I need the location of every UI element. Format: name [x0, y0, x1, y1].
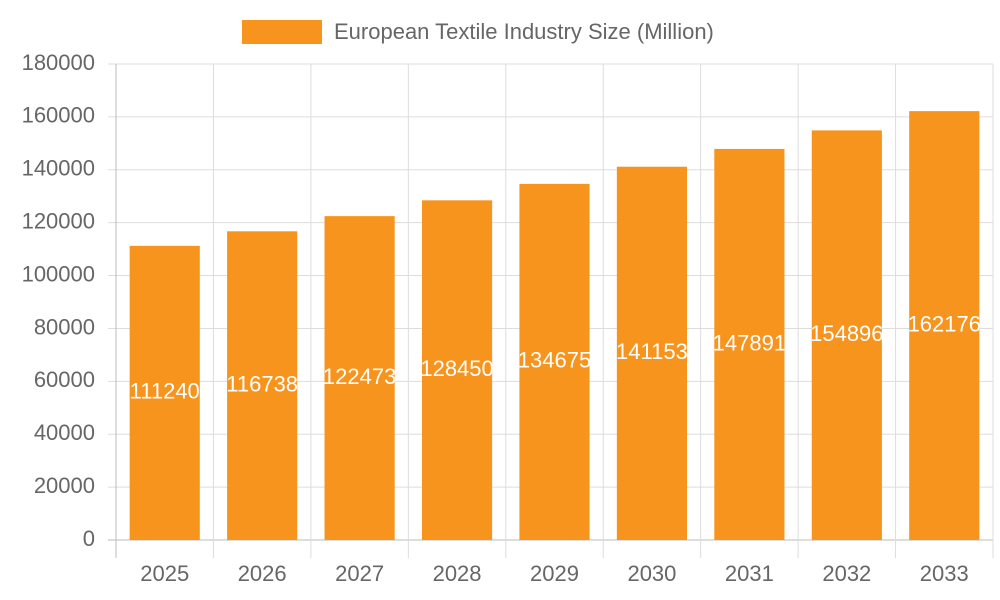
data-label: 122473 — [323, 364, 396, 389]
bar — [227, 231, 298, 540]
x-tick-label: 2025 — [140, 561, 189, 586]
bar — [714, 148, 785, 540]
data-label: 141153 — [616, 339, 688, 364]
bar — [616, 166, 688, 540]
x-tick-label: 2030 — [627, 561, 676, 586]
data-label: 147891 — [713, 330, 786, 355]
y-tick-label: 20000 — [34, 473, 95, 498]
y-tick-label: 100000 — [22, 261, 95, 286]
x-tick-label: 2031 — [725, 561, 774, 586]
y-tick-label: 120000 — [22, 208, 95, 233]
bar — [421, 200, 493, 540]
data-label: 111240 — [130, 379, 200, 404]
x-tick-label: 2029 — [530, 561, 579, 586]
bar — [909, 111, 980, 540]
bar — [519, 183, 590, 541]
x-tick-label: 2032 — [822, 561, 871, 586]
y-tick-label: 80000 — [34, 314, 95, 339]
y-tick-label: 60000 — [34, 367, 95, 392]
x-tick-label: 2028 — [433, 561, 482, 586]
x-tick-label: 2027 — [335, 561, 384, 586]
legend-label: European Textile Industry Size (Million) — [334, 19, 714, 44]
y-tick-label: 40000 — [34, 420, 95, 445]
x-tick-label: 2026 — [238, 561, 287, 586]
y-tick-label: 0 — [83, 526, 95, 551]
bar — [129, 245, 200, 540]
data-label: 128450 — [420, 356, 493, 381]
y-tick-label: 180000 — [22, 50, 95, 75]
legend-swatch — [242, 20, 322, 44]
y-tick-label: 160000 — [22, 103, 95, 128]
data-label: 116738 — [226, 371, 298, 396]
data-label: 134675 — [518, 348, 591, 373]
x-tick-label: 2033 — [920, 561, 969, 586]
data-label: 154896 — [810, 321, 883, 346]
bar — [324, 216, 395, 540]
bar — [811, 130, 882, 540]
data-label: 162176 — [908, 311, 981, 336]
y-tick-label: 140000 — [22, 156, 95, 181]
